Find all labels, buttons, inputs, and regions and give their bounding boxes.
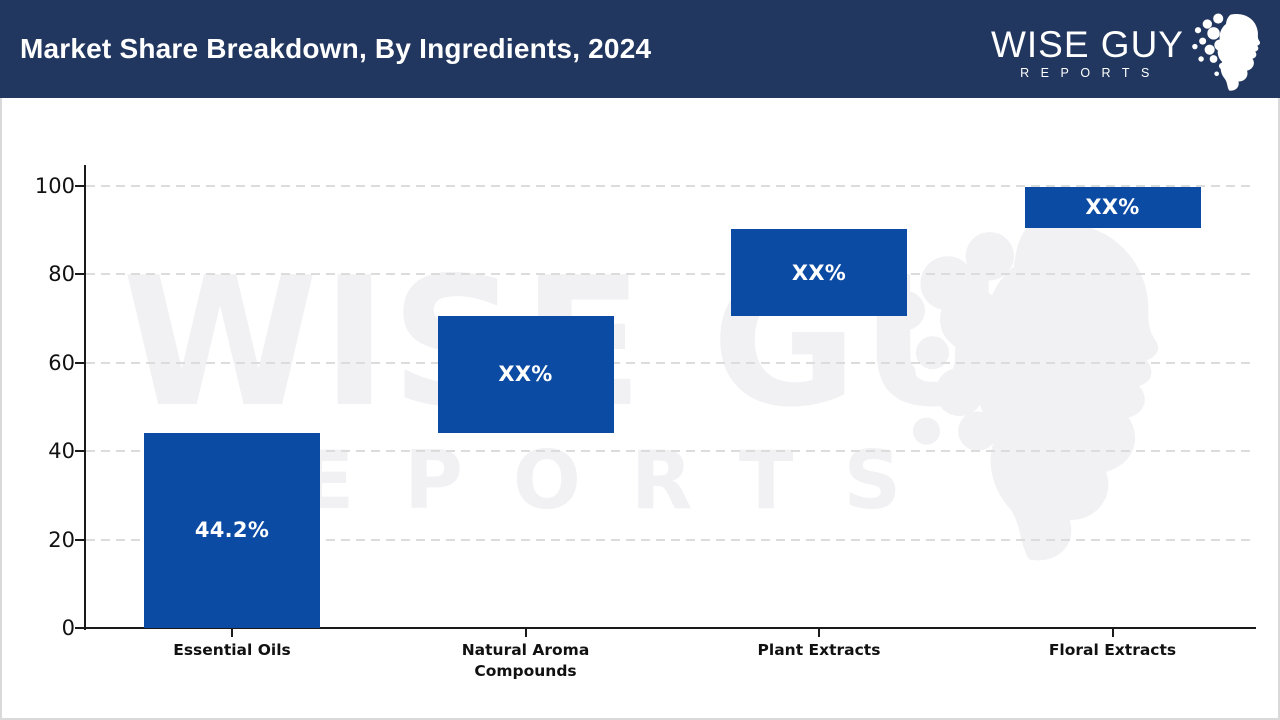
logo-subtitle: REPORTS	[1020, 65, 1161, 80]
y-tick-label-0: 0	[61, 616, 75, 640]
y-tick-mark-80	[75, 273, 84, 276]
logo-wordmark: WISE GUY	[990, 23, 1184, 65]
x-axis-line	[84, 627, 1256, 629]
y-tick-label-40: 40	[48, 439, 75, 464]
bar-value-label: 44.2%	[194, 518, 270, 543]
y-tick-mark-0	[75, 627, 84, 629]
y-tick-mark-60	[75, 361, 84, 364]
page-title: Market Share Breakdown, By Ingredients, …	[20, 33, 652, 64]
gridline-20	[86, 538, 1256, 541]
x-axis-label-natural-aroma-compounds: Natural Aroma Compounds	[461, 641, 590, 680]
y-tick-label-20: 20	[48, 527, 75, 552]
bar-plant-extracts: XX%	[731, 228, 907, 317]
gridline-40	[86, 450, 1256, 453]
gridline-80	[86, 273, 1256, 276]
frame-edge-bottom	[0, 718, 1280, 720]
bar-value-label: XX%	[498, 362, 553, 387]
x-axis-label-essential-oils: Essential Oils	[173, 641, 291, 659]
y-tick-label-80: 80	[48, 262, 75, 287]
y-tick-mark-20	[75, 538, 84, 541]
watermark-head-icon	[885, 222, 1159, 561]
bar-value-label: XX%	[791, 260, 847, 285]
x-tick-mark-essential-oils	[231, 628, 233, 637]
gridline-100	[86, 185, 1256, 187]
x-tick-mark-natural-aroma-compounds	[524, 628, 527, 637]
frame-edge-right	[1278, 98, 1280, 720]
logo-text: WISE GUY REPORTS	[990, 23, 1184, 80]
logo-head-icon	[1192, 13, 1261, 91]
x-axis-label-plant-extracts: Plant Extracts	[757, 641, 881, 659]
bar-essential-oils: 44.2%	[144, 432, 320, 628]
x-axis-label-floral-extracts: Floral Extracts	[1048, 641, 1177, 659]
bar-value-label: XX%	[1085, 195, 1140, 220]
y-tick-label-60: 60	[48, 350, 75, 375]
x-tick-mark-floral-extracts	[1111, 628, 1114, 637]
bar-floral-extracts: XX%	[1024, 187, 1201, 228]
x-tick-mark-plant-extracts	[818, 628, 820, 637]
frame-edge-left	[0, 98, 2, 720]
wiseguy-logo: WISE GUY REPORTS	[991, 10, 1266, 94]
y-tick-label-100: 100	[34, 174, 75, 198]
bar-natural-aroma-compounds: XX%	[437, 316, 614, 433]
y-tick-mark-40	[75, 450, 84, 453]
y-axis-line	[84, 165, 86, 630]
header-band: Market Share Breakdown, By Ingredients, …	[0, 0, 1280, 98]
y-tick-mark-100	[75, 185, 84, 187]
gridline-60	[86, 361, 1256, 364]
